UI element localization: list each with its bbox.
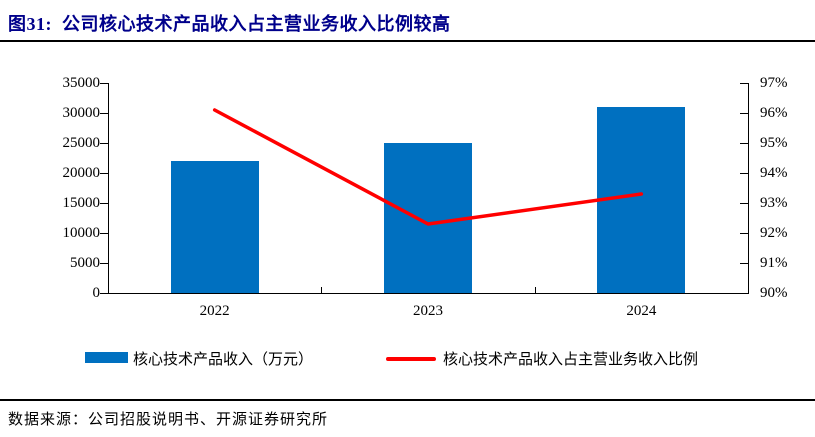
legend-line-label: 核心技术产品收入占主营业务收入比例 <box>443 352 699 368</box>
left-axis-line <box>108 83 109 294</box>
left-axis-tick <box>100 83 108 84</box>
left-axis-tick-label: 30000 <box>62 105 101 121</box>
left-axis-tick <box>100 143 108 144</box>
title-divider <box>0 40 815 42</box>
left-axis-tick <box>100 233 108 234</box>
right-axis-tick <box>740 203 748 204</box>
x-axis-label: 2023 <box>413 303 443 319</box>
right-axis-tick <box>740 263 748 264</box>
x-axis-tick <box>321 287 323 293</box>
left-axis-tick-label: 35000 <box>62 75 101 91</box>
right-axis-tick <box>740 113 748 114</box>
left-axis-tick-label: 5000 <box>70 255 100 271</box>
bottom-axis-line <box>108 293 749 294</box>
left-axis-tick <box>100 173 108 174</box>
right-axis-tick-label: 96% <box>760 105 788 121</box>
right-axis-tick-label: 95% <box>760 135 788 151</box>
right-axis-tick-label: 90% <box>760 285 788 301</box>
right-axis-tick-label: 97% <box>760 75 788 91</box>
source-text: 数据来源：公司招股说明书、开源证券研究所 <box>8 412 329 428</box>
left-axis-tick <box>100 293 108 294</box>
left-axis-tick <box>100 113 108 114</box>
left-axis-tick <box>100 263 108 264</box>
x-axis-tick <box>534 287 536 293</box>
right-axis-tick <box>740 293 748 294</box>
right-axis-tick <box>740 83 748 84</box>
right-axis-tick-label: 94% <box>760 165 788 181</box>
right-axis-tick <box>740 233 748 234</box>
left-axis-tick-label: 20000 <box>62 165 101 181</box>
bar-2023 <box>384 143 472 293</box>
right-axis-tick <box>740 173 748 174</box>
right-axis-tick <box>740 143 748 144</box>
left-axis-tick-label: 25000 <box>62 135 101 151</box>
legend-line-swatch <box>386 357 436 361</box>
left-axis-tick-label: 15000 <box>62 195 101 211</box>
x-axis-label: 2024 <box>626 303 657 319</box>
right-axis-tick-label: 93% <box>760 195 788 211</box>
right-axis-tick-label: 91% <box>760 255 788 271</box>
left-axis-tick <box>100 203 108 204</box>
legend-bar-swatch <box>85 352 128 363</box>
right-axis-line <box>748 83 749 294</box>
bar-2024 <box>597 107 686 293</box>
left-axis-tick-label: 10000 <box>62 225 101 241</box>
figure-title: 图31: 公司核心技术产品收入占主营业务收入比例较高 <box>8 14 451 34</box>
x-axis-label: 2022 <box>199 303 230 319</box>
bar-2022 <box>170 161 259 293</box>
left-axis-tick-label: 0 <box>92 285 101 301</box>
source-divider <box>0 399 815 401</box>
right-axis-tick-label: 92% <box>760 225 788 241</box>
legend-bar-label: 核心技术产品收入（万元） <box>133 352 314 368</box>
